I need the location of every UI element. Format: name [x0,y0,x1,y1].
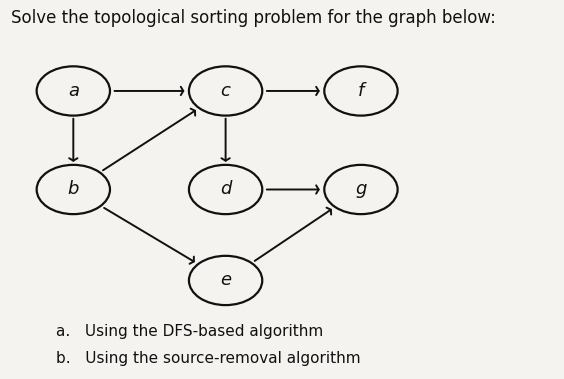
Circle shape [189,256,262,305]
Circle shape [324,165,398,214]
Text: b.   Using the source-removal algorithm: b. Using the source-removal algorithm [56,351,361,366]
Text: g: g [355,180,367,199]
Circle shape [189,165,262,214]
Text: a.   Using the DFS-based algorithm: a. Using the DFS-based algorithm [56,324,324,339]
Text: a: a [68,82,79,100]
Text: e: e [220,271,231,290]
Circle shape [37,66,110,116]
Text: f: f [358,82,364,100]
Circle shape [189,66,262,116]
Text: b: b [68,180,79,199]
Circle shape [37,165,110,214]
Circle shape [324,66,398,116]
Text: c: c [221,82,231,100]
Text: Solve the topological sorting problem for the graph below:: Solve the topological sorting problem fo… [11,9,496,27]
Text: d: d [220,180,231,199]
